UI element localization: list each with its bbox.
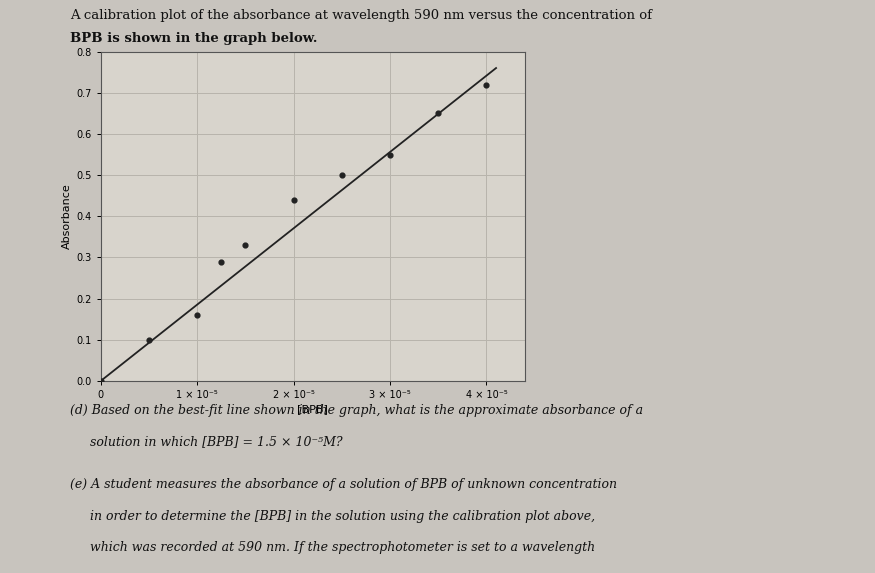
Text: A calibration plot of the absorbance at wavelength 590 nm versus the concentrati: A calibration plot of the absorbance at …: [70, 9, 652, 22]
Point: [286, 195, 300, 205]
Point: [94, 376, 108, 386]
Text: solution in which [BPB] = 1.5 × 10⁻⁵M?: solution in which [BPB] = 1.5 × 10⁻⁵M?: [70, 435, 343, 449]
Point: [431, 109, 445, 118]
Point: [142, 335, 156, 344]
Point: [190, 311, 204, 320]
Point: [383, 150, 397, 159]
Text: (d) Based on the best-fit line shown in the graph, what is the approximate absor: (d) Based on the best-fit line shown in …: [70, 404, 643, 417]
Point: [214, 257, 228, 266]
Y-axis label: Absorbance: Absorbance: [62, 183, 72, 249]
Text: which was recorded at 590 nm. If the spectrophotometer is set to a wavelength: which was recorded at 590 nm. If the spe…: [70, 541, 595, 555]
Text: (e) A student measures the absorbance of a solution of BPB of unknown concentrat: (e) A student measures the absorbance of…: [70, 478, 617, 492]
Point: [238, 241, 252, 250]
Point: [335, 171, 349, 180]
Text: in order to determine the [BPB] in the solution using the calibration plot above: in order to determine the [BPB] in the s…: [70, 510, 595, 523]
Point: [480, 80, 494, 89]
Text: BPB is shown in the graph below.: BPB is shown in the graph below.: [70, 32, 318, 45]
X-axis label: [BPB]: [BPB]: [298, 404, 328, 414]
